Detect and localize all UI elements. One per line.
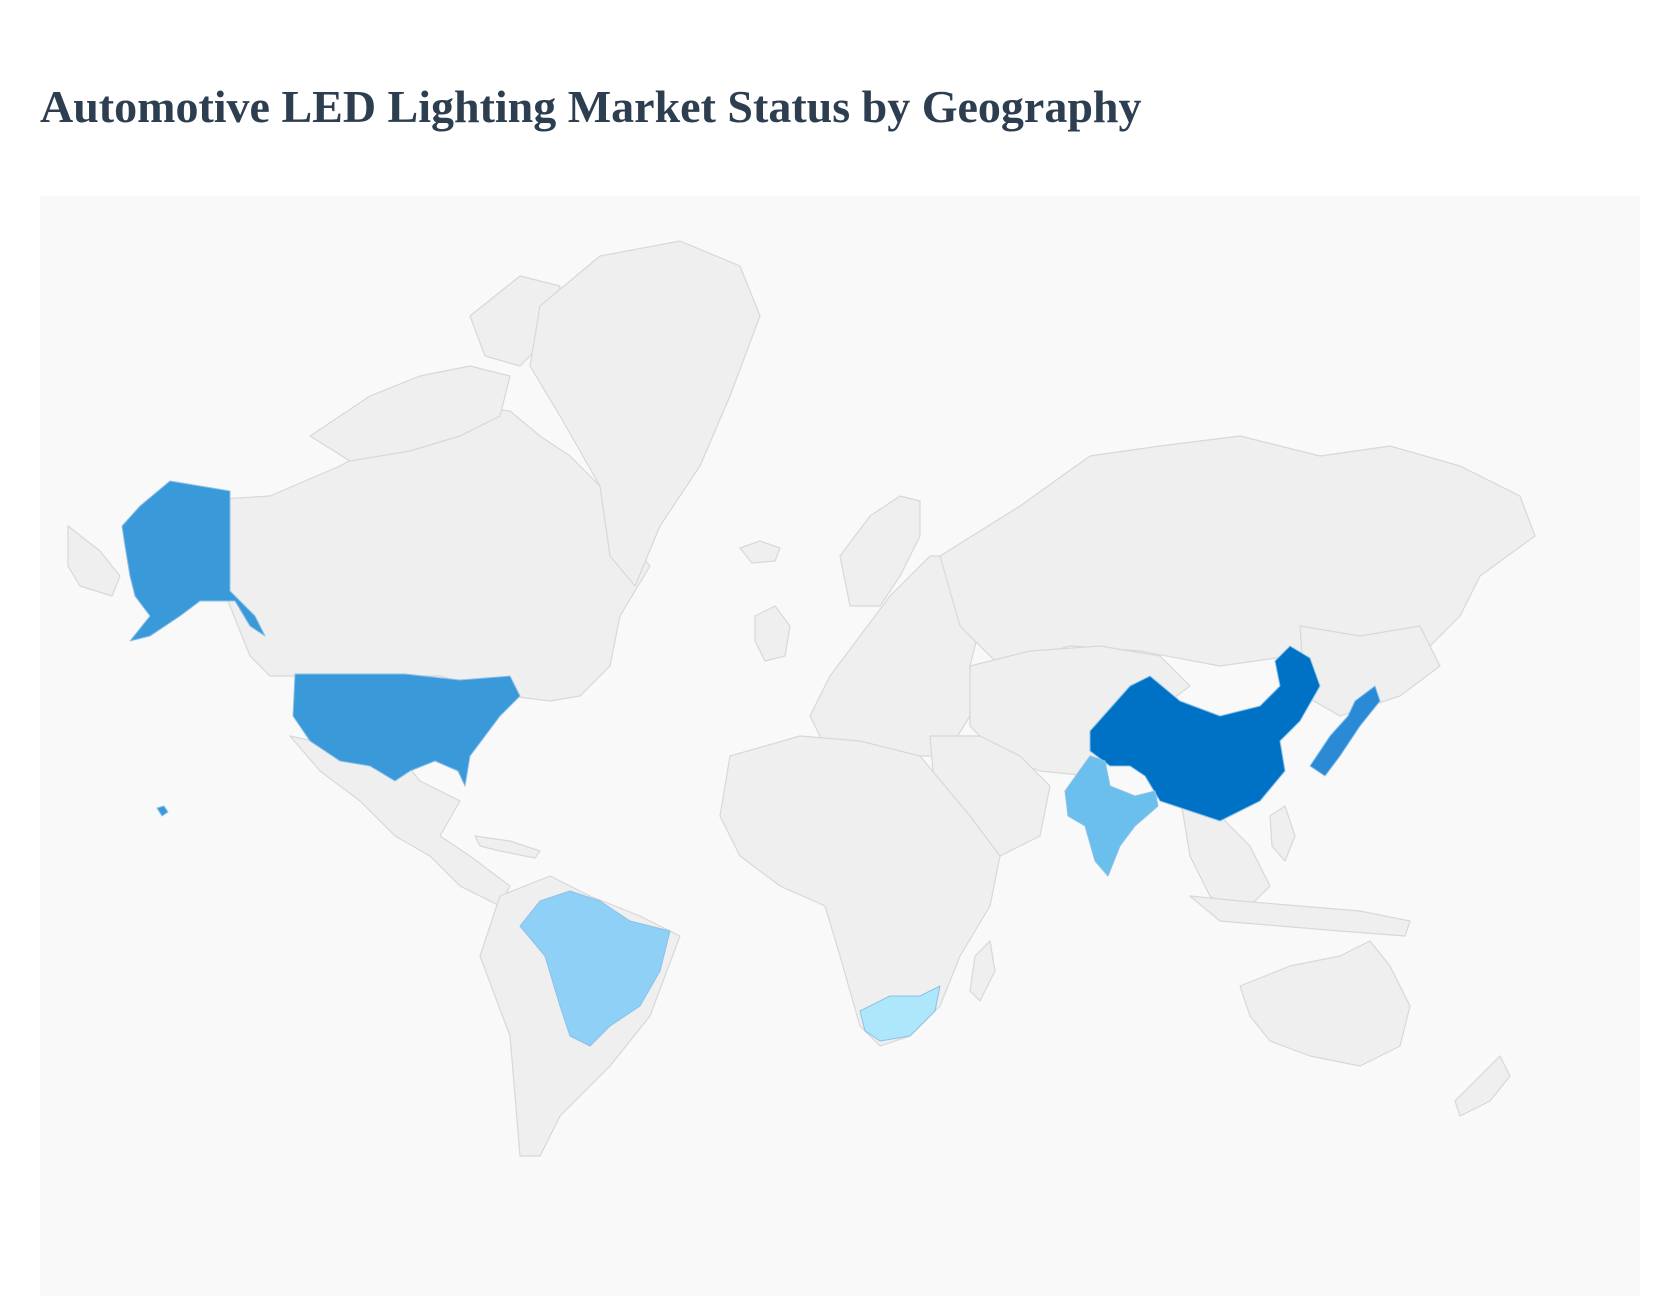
region-india xyxy=(1064,755,1159,877)
region-south-africa xyxy=(859,985,941,1042)
region-alaska xyxy=(121,480,266,642)
region-china xyxy=(1089,645,1321,822)
land-iceland xyxy=(739,540,781,564)
world-map xyxy=(67,240,1536,1157)
land-southeast-asia xyxy=(1179,795,1271,917)
region-usa xyxy=(292,673,521,787)
land-russia xyxy=(939,435,1536,667)
world-map-panel xyxy=(40,196,1640,1296)
land-uk xyxy=(754,605,791,662)
land-greenland xyxy=(529,240,761,587)
region-japan xyxy=(1309,685,1381,777)
highlighted-regions xyxy=(121,480,1381,1047)
land-madagascar xyxy=(969,940,996,1002)
land-caribbean xyxy=(474,835,541,859)
land-arctic-islands xyxy=(309,365,511,462)
land-indonesia xyxy=(1189,895,1411,937)
region-brazil xyxy=(519,890,671,1047)
base-land xyxy=(67,240,1536,1157)
land-scandinavia xyxy=(839,495,921,607)
land-new-zealand xyxy=(1454,1055,1511,1117)
land-philippines xyxy=(1269,805,1296,862)
land-australia xyxy=(1239,940,1411,1067)
region-hawaii xyxy=(156,805,169,817)
land-alaska-west xyxy=(67,525,121,597)
page-title: Automotive LED Lighting Market Status by… xyxy=(40,81,1142,132)
